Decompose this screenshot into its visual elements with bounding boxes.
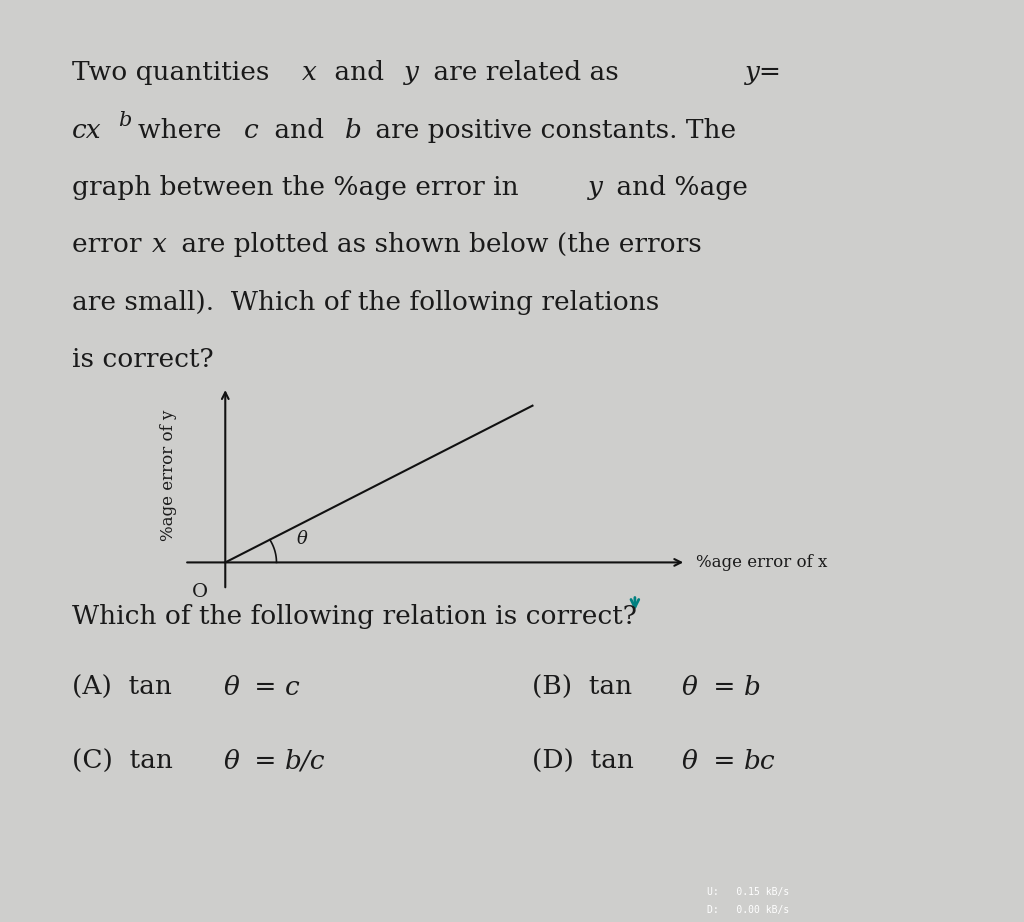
Text: y=: y= xyxy=(745,60,782,85)
Text: c: c xyxy=(244,118,258,143)
Text: where: where xyxy=(138,118,230,143)
Text: y: y xyxy=(588,175,603,200)
Text: (B)  tan: (B) tan xyxy=(532,675,641,700)
Text: θ: θ xyxy=(297,530,307,549)
Text: Two quantities: Two quantities xyxy=(72,60,278,85)
Text: θ: θ xyxy=(682,749,698,774)
Text: are small).  Which of the following relations: are small). Which of the following relat… xyxy=(72,290,658,314)
Text: y: y xyxy=(404,60,420,85)
Text: U:   0.15 kB/s: U: 0.15 kB/s xyxy=(707,887,788,897)
Text: =: = xyxy=(705,749,743,774)
Text: (C)  tan: (C) tan xyxy=(72,749,181,774)
Text: are plotted as shown below (the errors: are plotted as shown below (the errors xyxy=(173,232,701,257)
Text: %age error of y: %age error of y xyxy=(161,409,177,540)
Text: bc: bc xyxy=(743,749,775,774)
Text: cx: cx xyxy=(72,118,101,143)
Text: and %age: and %age xyxy=(608,175,749,200)
Text: b: b xyxy=(118,111,131,130)
Text: Which of the following relation is correct?: Which of the following relation is corre… xyxy=(72,604,637,629)
Text: and: and xyxy=(266,118,333,143)
Text: is correct?: is correct? xyxy=(72,347,213,372)
Text: =: = xyxy=(705,675,743,700)
Text: x: x xyxy=(152,232,167,257)
Text: (A)  tan: (A) tan xyxy=(72,675,180,700)
Text: =: = xyxy=(246,675,285,700)
Text: D:   0.00 kB/s: D: 0.00 kB/s xyxy=(707,905,788,916)
Text: error: error xyxy=(72,232,150,257)
Text: b: b xyxy=(743,675,760,700)
Text: x: x xyxy=(302,60,317,85)
Text: are positive constants. The: are positive constants. The xyxy=(367,118,735,143)
Text: and: and xyxy=(326,60,392,85)
Text: b/c: b/c xyxy=(285,749,326,774)
Text: θ: θ xyxy=(223,749,240,774)
Text: O: O xyxy=(191,583,208,601)
Text: θ: θ xyxy=(682,675,698,700)
Text: (D)  tan: (D) tan xyxy=(532,749,643,774)
Text: %age error of x: %age error of x xyxy=(696,554,827,571)
Text: b: b xyxy=(345,118,361,143)
Text: are related as: are related as xyxy=(425,60,627,85)
Text: θ: θ xyxy=(223,675,240,700)
Text: graph between the %age error in: graph between the %age error in xyxy=(72,175,526,200)
Text: c: c xyxy=(285,675,299,700)
Text: =: = xyxy=(246,749,285,774)
